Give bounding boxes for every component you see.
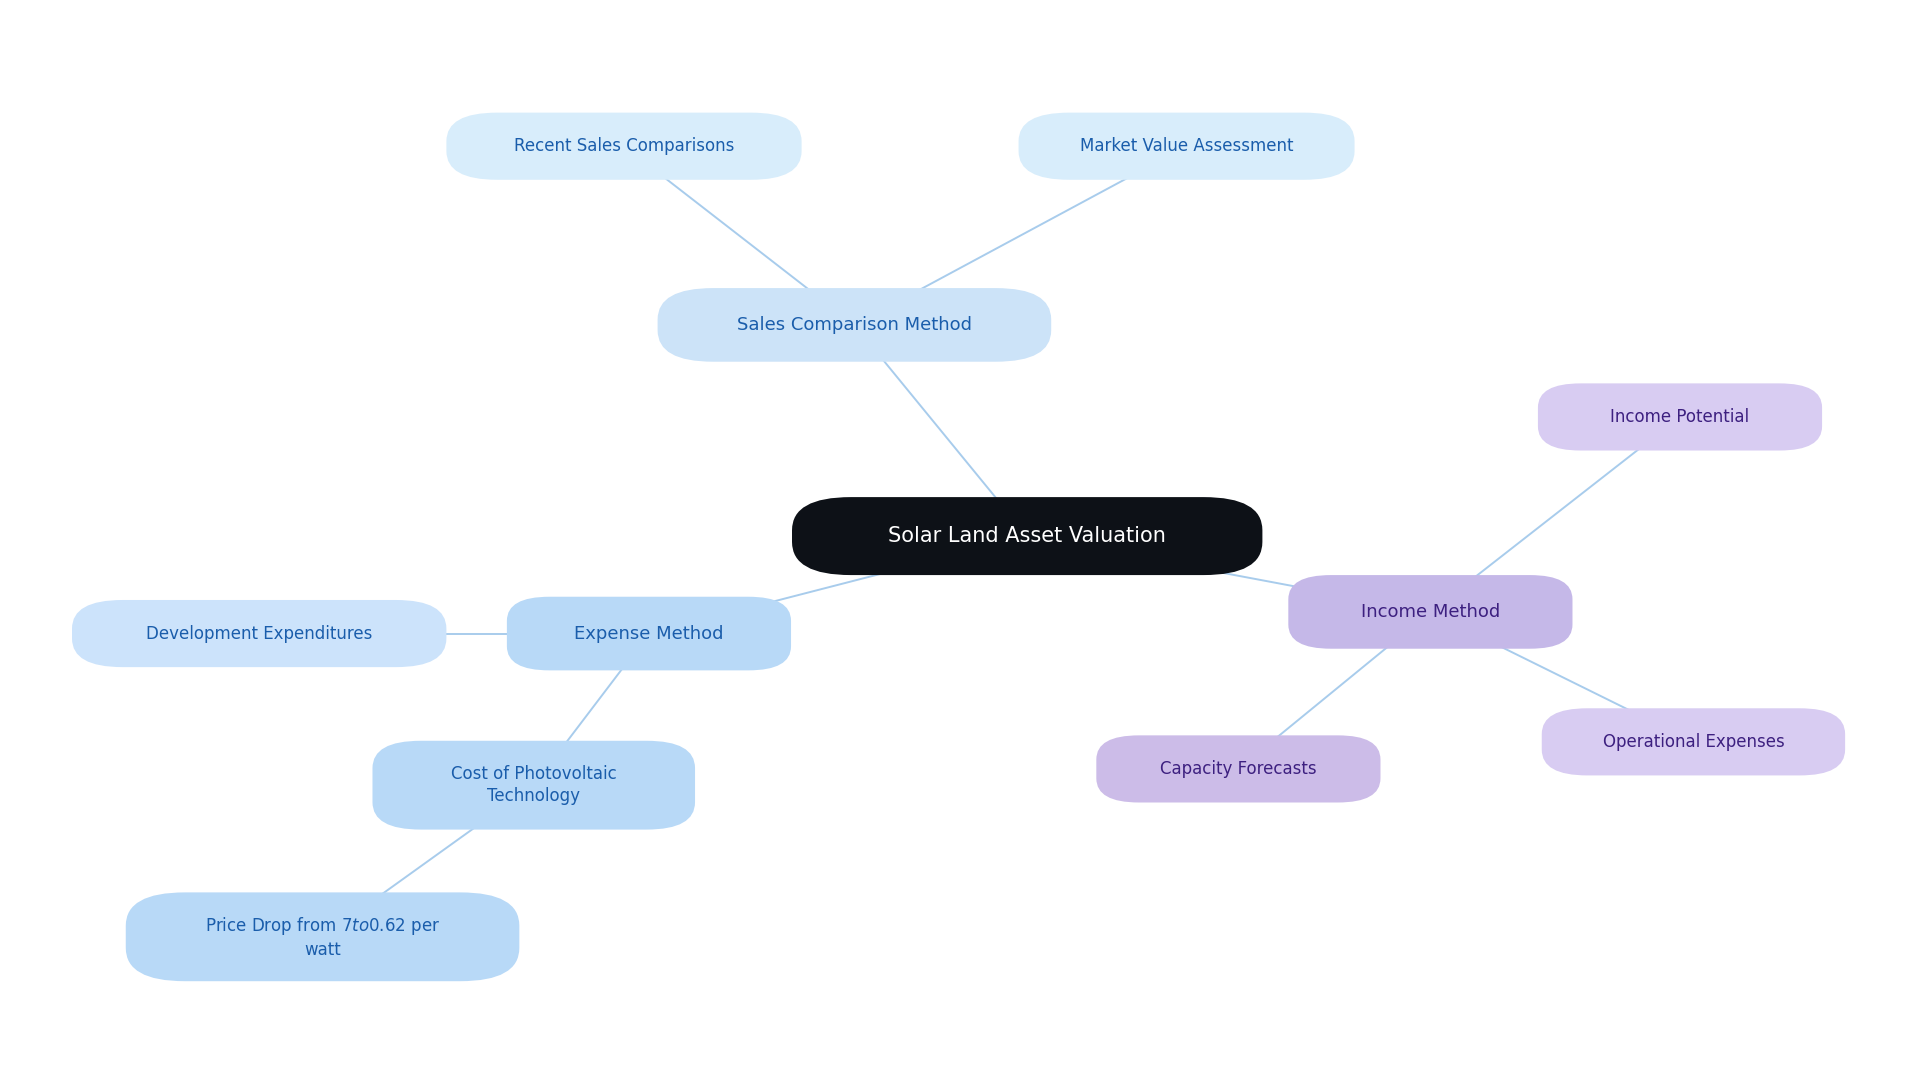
Text: Operational Expenses: Operational Expenses [1603, 733, 1784, 751]
FancyBboxPatch shape [73, 600, 445, 667]
FancyBboxPatch shape [1288, 575, 1572, 649]
Text: Price Drop from $7 to $0.62 per
watt: Price Drop from $7 to $0.62 per watt [205, 915, 440, 958]
FancyBboxPatch shape [793, 497, 1263, 575]
Text: Market Value Assessment: Market Value Assessment [1079, 138, 1294, 155]
FancyBboxPatch shape [1096, 735, 1380, 803]
Text: Cost of Photovoltaic
Technology: Cost of Photovoltaic Technology [451, 765, 616, 806]
Text: Development Expenditures: Development Expenditures [146, 625, 372, 642]
FancyBboxPatch shape [372, 741, 695, 830]
FancyBboxPatch shape [507, 597, 791, 670]
Text: Expense Method: Expense Method [574, 625, 724, 642]
Text: Solar Land Asset Valuation: Solar Land Asset Valuation [889, 526, 1165, 546]
FancyBboxPatch shape [1538, 383, 1822, 451]
Text: Recent Sales Comparisons: Recent Sales Comparisons [515, 138, 733, 155]
FancyBboxPatch shape [1018, 113, 1356, 180]
Text: Income Method: Income Method [1361, 603, 1500, 621]
Text: Capacity Forecasts: Capacity Forecasts [1160, 760, 1317, 778]
Text: Income Potential: Income Potential [1611, 408, 1749, 426]
FancyBboxPatch shape [657, 288, 1052, 362]
FancyBboxPatch shape [447, 113, 803, 180]
Text: Sales Comparison Method: Sales Comparison Method [737, 316, 972, 334]
FancyBboxPatch shape [127, 892, 518, 981]
FancyBboxPatch shape [1542, 708, 1845, 775]
